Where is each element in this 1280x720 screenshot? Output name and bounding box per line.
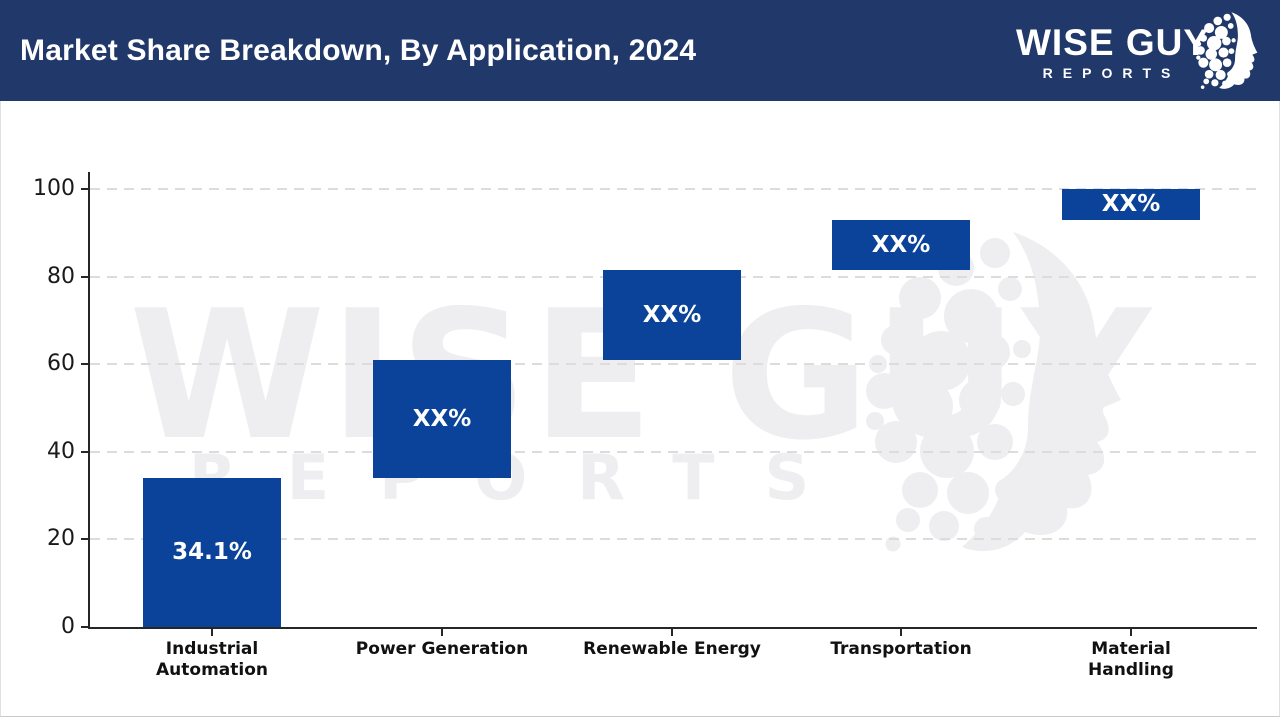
y-tick-0 — [81, 626, 89, 628]
brand-logo: WISE GUY REPORTS — [1016, 8, 1266, 96]
y-tick-100 — [81, 188, 89, 190]
x-category-label: Transportation — [830, 639, 972, 659]
y-tick-80 — [81, 275, 89, 278]
y-tick-label-100: 100 — [33, 176, 75, 201]
bar-value-label: XX% — [871, 231, 931, 258]
gridline-100 — [90, 188, 1257, 190]
y-tick-60 — [81, 363, 89, 366]
gridline-60 — [90, 363, 1257, 366]
x-tick — [211, 629, 213, 636]
bar-segment: XX% — [832, 219, 970, 271]
y-tick-label-80: 80 — [47, 263, 75, 289]
logo-wordmark-line2: REPORTS — [1042, 65, 1181, 81]
x-tick — [671, 629, 673, 636]
page-title: Market Share Breakdown, By Application, … — [20, 33, 697, 67]
x-category-label: Material Handling — [1088, 639, 1174, 681]
x-tick — [1130, 629, 1132, 636]
x-tick — [900, 629, 902, 636]
bar-segment: XX% — [373, 359, 511, 478]
y-tick-40 — [81, 450, 89, 453]
x-category-label: Industrial Automation — [156, 639, 268, 681]
bar-value-label: XX% — [642, 301, 702, 328]
chart-area: WISE GUY REPORTS 0 20 40 60 80 100 34.1% Indust… — [0, 101, 1280, 717]
bar-segment: XX% — [1062, 189, 1200, 220]
y-tick-label-40: 40 — [47, 438, 75, 464]
y-tick-20 — [81, 538, 89, 541]
bar-value-label: 34.1% — [172, 539, 252, 566]
y-tick-label-60: 60 — [47, 351, 75, 377]
gridline-40 — [90, 450, 1257, 453]
logo-head-icon — [1196, 12, 1258, 89]
logo-wordmark: WISE GUY REPORTS — [1016, 22, 1210, 81]
bar-value-label: XX% — [412, 405, 472, 432]
y-tick-label-0: 0 — [61, 614, 75, 639]
bar-value-label: XX% — [1101, 191, 1161, 218]
bar-segment: 34.1% — [143, 477, 281, 627]
y-tick-label-20: 20 — [47, 526, 75, 552]
plot: 0 20 40 60 80 100 34.1% Industrial Automation XX… — [1, 101, 1279, 716]
y-axis-line — [88, 172, 90, 629]
logo-wordmark-line1: WISE GUY — [1016, 22, 1210, 63]
gridline-20 — [90, 538, 1257, 541]
x-category-label: Renewable Energy — [583, 639, 761, 659]
bar-segment: XX% — [603, 270, 741, 360]
header: Market Share Breakdown, By Application, … — [0, 0, 1280, 101]
x-tick — [441, 629, 443, 636]
x-category-label: Power Generation — [355, 639, 529, 659]
x-axis-line — [88, 627, 1257, 629]
